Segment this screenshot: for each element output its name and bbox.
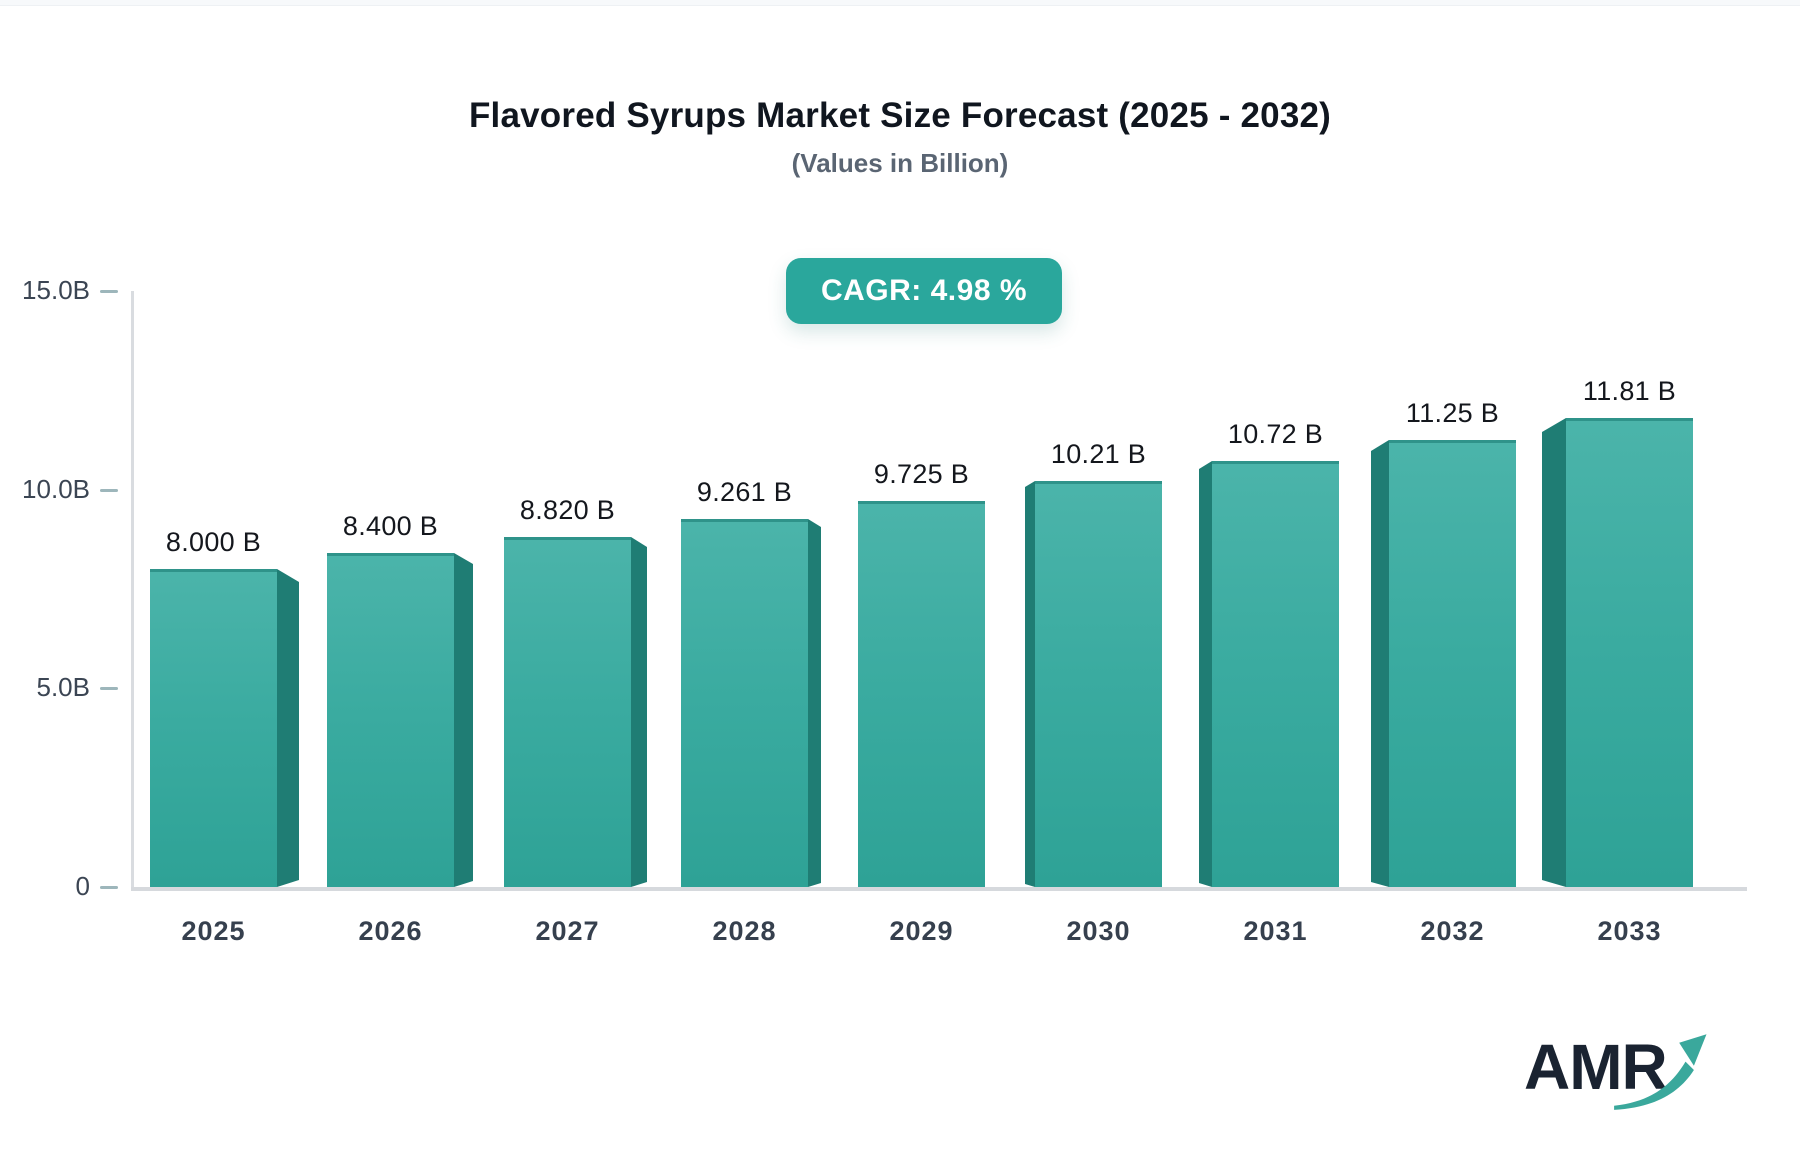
x-axis-label-2030: 2030 [1066,916,1131,946]
bar-value-label-2033: 11.81 B [1582,376,1677,406]
bar-2028 [681,519,808,887]
bar-value-label-2028: 9.261 B [696,477,793,507]
x-axis-line [131,887,1747,891]
x-axis-label-2028: 2028 [712,916,777,946]
bar-2025 [150,569,277,887]
bar-value-label-2032: 11.25 B [1405,398,1500,428]
bar-side-face-2031 [1199,461,1212,887]
bar-2026 [327,553,454,887]
y-axis-tick-label: 5.0B [36,672,91,703]
bar-value-label-2029: 9.725 B [873,459,970,489]
growth-arrow-icon [1614,1034,1707,1110]
bar-side-face-2026 [454,553,473,887]
x-axis-label-2025: 2025 [181,916,246,946]
y-axis-tick-mark [100,687,118,691]
bar-value-label-2027: 8.820 B [519,495,616,525]
bar-side-face-2032 [1371,440,1389,887]
x-axis-label-2029: 2029 [889,916,954,946]
bar-2027 [504,537,631,887]
bar-side-face-2033 [1542,418,1566,887]
x-axis-label-2026: 2026 [358,916,423,946]
bar-2030 [1035,481,1162,887]
y-axis-tick-label: 0 [75,871,90,901]
bar-side-face-2027 [631,537,647,887]
amr-logo: AMR [1524,1030,1724,1120]
bar-side-face-2030 [1025,481,1035,887]
page-top-strip [0,0,1800,6]
chart-title: Flavored Syrups Market Size Forecast (20… [468,96,1332,135]
bar-2029 [858,501,985,887]
bar-value-label-2030: 10.21 B [1050,439,1147,469]
bar-value-label-2031: 10.72 B [1227,419,1324,449]
bar-2031 [1212,461,1339,887]
y-axis-line [131,291,134,891]
x-axis-label-2027: 2027 [535,916,600,946]
bar-side-face-2025 [277,569,299,887]
bar-value-label-2025: 8.000 B [165,527,262,557]
x-axis-label-2031: 2031 [1243,916,1308,946]
y-axis-tick-label: 10.0B [22,473,90,504]
bar-side-face-2028 [808,519,821,887]
x-axis-label-2033: 2033 [1597,916,1662,946]
y-axis-tick-mark [100,290,118,293]
chart-subtitle: (Values in Billion) [791,148,1009,178]
x-axis-label-2032: 2032 [1420,916,1485,946]
bar-2033 [1566,418,1693,887]
bar-2032 [1389,440,1516,887]
amr-logo-text: AMR [1524,1031,1668,1103]
cagr-badge: CAGR: 4.98 % [786,258,1062,324]
cagr-badge-label: CAGR: 4.98 % [820,274,1028,307]
y-axis-tick-label: 15.0B [22,275,90,305]
y-axis-tick-mark [100,488,118,492]
bar-value-label-2026: 8.400 B [342,511,439,541]
y-axis-tick-mark [100,886,118,889]
